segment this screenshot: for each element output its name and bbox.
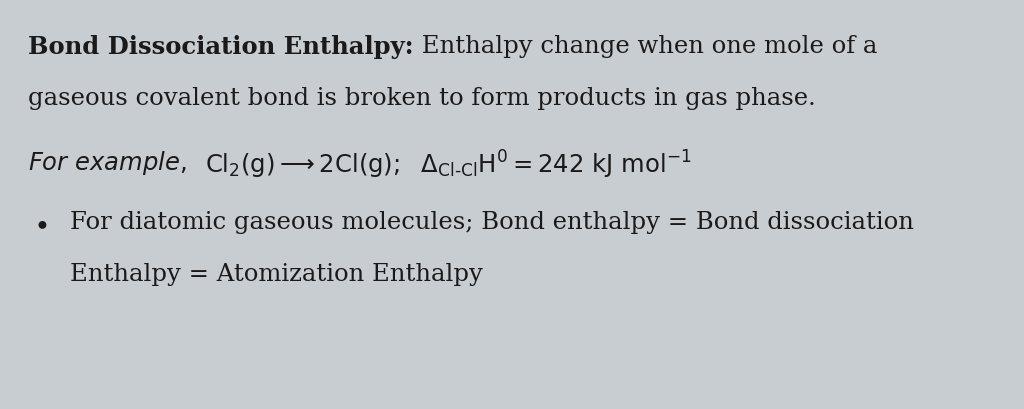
Text: Bond Dissociation Enthalpy:: Bond Dissociation Enthalpy: [28,35,414,59]
Text: $\mathrm{Cl_2(g)}\longrightarrow\mathrm{2Cl(g);}$$\ \ \Delta_{\mathrm{Cl\text{-}: $\mathrm{Cl_2(g)}\longrightarrow\mathrm{… [205,148,691,181]
Text: gaseous covalent bond is broken to form products in gas phase.: gaseous covalent bond is broken to form … [28,87,816,110]
Text: $\mathit{For\ example,}$: $\mathit{For\ example,}$ [28,148,186,177]
Text: $\bullet$: $\bullet$ [33,211,47,236]
Text: Enthalpy change when one mole of a: Enthalpy change when one mole of a [414,35,877,58]
Text: Enthalpy = Atomization Enthalpy: Enthalpy = Atomization Enthalpy [70,262,483,285]
Text: For diatomic gaseous molecules; Bond enthalpy = Bond dissociation: For diatomic gaseous molecules; Bond ent… [70,211,913,234]
